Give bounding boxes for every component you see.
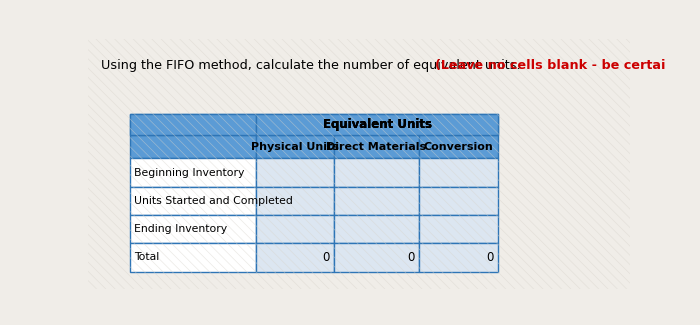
Bar <box>256 159 334 187</box>
Text: 0: 0 <box>322 251 329 264</box>
Bar <box>130 159 256 187</box>
Bar <box>130 114 498 135</box>
Text: Units Started and Completed: Units Started and Completed <box>134 196 293 206</box>
Text: Direct Materials: Direct Materials <box>326 142 426 152</box>
Text: (Leave no cells blank - be certai: (Leave no cells blank - be certai <box>435 59 665 72</box>
Bar <box>256 114 498 135</box>
Bar <box>334 187 419 215</box>
Text: 0: 0 <box>486 251 493 264</box>
Text: Equivalent Units: Equivalent Units <box>323 118 432 131</box>
Bar <box>130 243 256 272</box>
Text: Equivalent Units: Equivalent Units <box>323 118 432 131</box>
Text: Beginning Inventory: Beginning Inventory <box>134 168 244 177</box>
Bar <box>419 159 498 187</box>
Bar <box>334 243 419 272</box>
Text: Conversion: Conversion <box>424 142 494 152</box>
Text: Equivalent Units: Equivalent Units <box>323 118 432 131</box>
Text: Total: Total <box>134 253 160 262</box>
Bar <box>130 114 256 135</box>
Text: Ending Inventory: Ending Inventory <box>134 224 227 234</box>
Bar <box>334 215 419 243</box>
Bar <box>419 215 498 243</box>
Bar <box>334 159 419 187</box>
Text: Physical Units: Physical Units <box>251 142 339 152</box>
Bar <box>256 243 334 272</box>
Bar <box>256 215 334 243</box>
Bar <box>256 187 334 215</box>
Bar <box>419 187 498 215</box>
Bar <box>334 135 419 159</box>
Bar <box>419 243 498 272</box>
Bar <box>256 135 334 159</box>
Bar <box>130 215 256 243</box>
Text: 0: 0 <box>407 251 414 264</box>
Bar <box>419 135 498 159</box>
Text: Using the FIFO method, calculate the number of equivalent units.: Using the FIFO method, calculate the num… <box>102 59 525 72</box>
Bar <box>130 187 256 215</box>
Bar <box>130 135 256 159</box>
